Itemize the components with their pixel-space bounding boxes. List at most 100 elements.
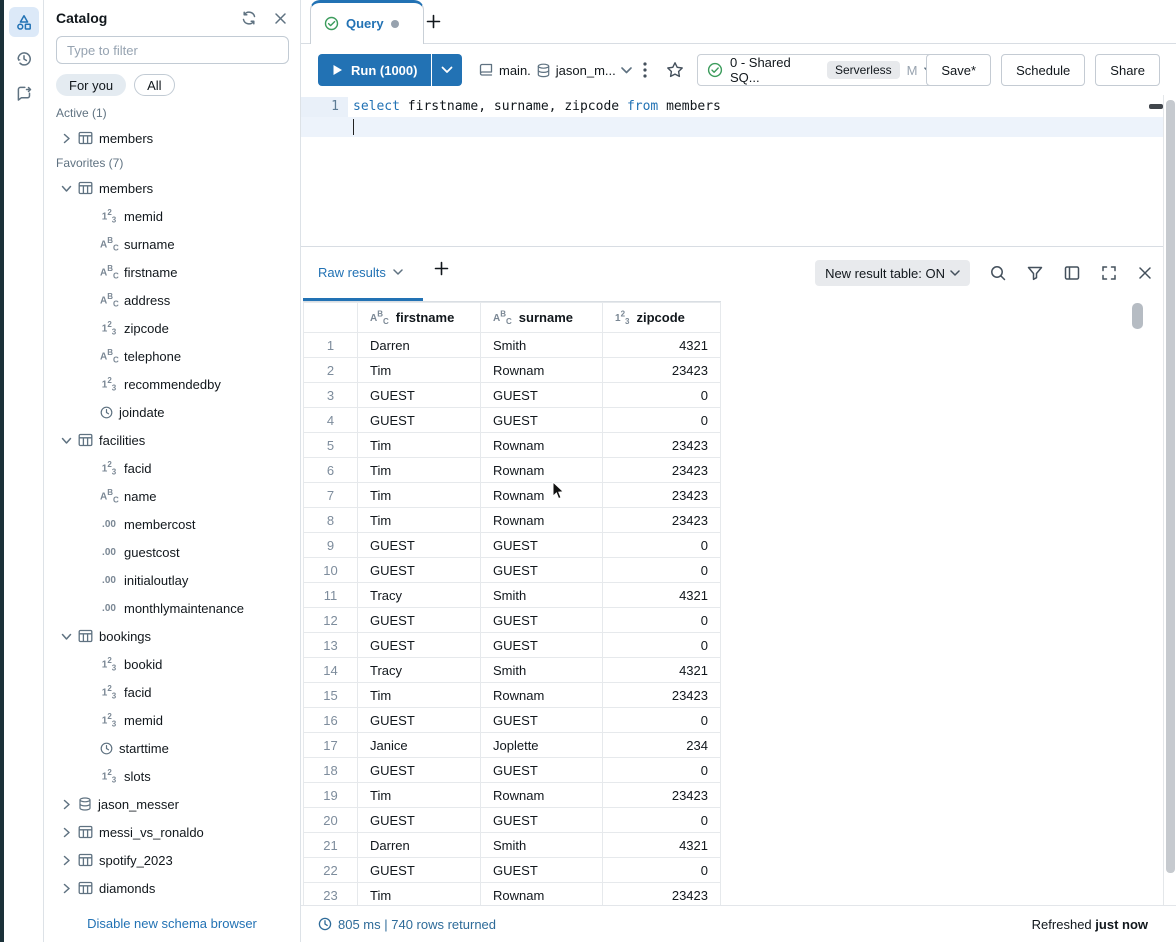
cell-zipcode[interactable]: 23423 bbox=[602, 782, 721, 808]
row-number[interactable]: 13 bbox=[303, 632, 358, 658]
row-number[interactable]: 22 bbox=[303, 857, 358, 883]
add-visualization-icon[interactable] bbox=[433, 260, 450, 277]
cell-firstname[interactable]: Tim bbox=[357, 882, 481, 905]
tree-item-firstname[interactable]: ABC firstname bbox=[44, 258, 300, 286]
new-tab-icon[interactable] bbox=[425, 13, 442, 30]
cell-zipcode[interactable]: 0 bbox=[602, 557, 721, 583]
cell-surname[interactable]: Rownam bbox=[480, 357, 603, 383]
results-tab-raw[interactable]: Raw results bbox=[318, 265, 403, 280]
tab-query[interactable]: Query bbox=[310, 0, 424, 44]
cell-zipcode[interactable]: 0 bbox=[602, 532, 721, 558]
close-panel-icon[interactable] bbox=[273, 11, 288, 26]
cell-firstname[interactable]: Janice bbox=[357, 732, 481, 758]
row-number[interactable]: 8 bbox=[303, 507, 358, 533]
row-number[interactable]: 3 bbox=[303, 382, 358, 408]
tree-item-slots[interactable]: 123 slots bbox=[44, 762, 300, 790]
cell-zipcode[interactable]: 4321 bbox=[602, 657, 721, 683]
chevron-down-icon[interactable] bbox=[58, 436, 74, 445]
table-row[interactable]: 20 GUEST GUEST 0 bbox=[303, 807, 721, 833]
table-row[interactable]: 12 GUEST GUEST 0 bbox=[303, 607, 721, 633]
cell-firstname[interactable]: Tim bbox=[357, 682, 481, 708]
table-row[interactable]: 16 GUEST GUEST 0 bbox=[303, 707, 721, 733]
table-row[interactable]: 2 Tim Rownam 23423 bbox=[303, 357, 721, 383]
row-number[interactable]: 9 bbox=[303, 532, 358, 558]
tree-item-recommendedby[interactable]: 123 recommendedby bbox=[44, 370, 300, 398]
tree-item-starttime[interactable]: starttime bbox=[44, 734, 300, 762]
cell-firstname[interactable]: Darren bbox=[357, 332, 481, 358]
cell-zipcode[interactable]: 23423 bbox=[602, 457, 721, 483]
tree-item-surname[interactable]: ABC surname bbox=[44, 230, 300, 258]
tree-item-facilities[interactable]: facilities bbox=[44, 426, 300, 454]
close-results-icon[interactable] bbox=[1137, 265, 1153, 281]
run-options-chevron[interactable] bbox=[432, 54, 463, 86]
sql-editor[interactable]: 1 2 select firstname, surname, zipcode f… bbox=[301, 95, 1163, 246]
row-number[interactable]: 12 bbox=[303, 607, 358, 633]
cell-zipcode[interactable]: 0 bbox=[602, 857, 721, 883]
cell-firstname[interactable]: GUEST bbox=[357, 557, 481, 583]
cell-surname[interactable]: Rownam bbox=[480, 457, 603, 483]
history-icon[interactable] bbox=[9, 44, 39, 74]
cell-zipcode[interactable]: 23423 bbox=[602, 682, 721, 708]
table-row[interactable]: 15 Tim Rownam 23423 bbox=[303, 682, 721, 708]
row-number[interactable]: 6 bbox=[303, 457, 358, 483]
cell-surname[interactable]: GUEST bbox=[480, 532, 603, 558]
cell-firstname[interactable]: GUEST bbox=[357, 807, 481, 833]
table-row[interactable]: 23 Tim Rownam 23423 bbox=[303, 882, 721, 905]
row-number[interactable]: 19 bbox=[303, 782, 358, 808]
row-number[interactable]: 15 bbox=[303, 682, 358, 708]
table-row[interactable]: 8 Tim Rownam 23423 bbox=[303, 507, 721, 533]
feedback-icon[interactable] bbox=[9, 78, 39, 108]
row-number[interactable]: 4 bbox=[303, 407, 358, 433]
catalog-schema-selector[interactable]: main. jason_m... bbox=[478, 54, 632, 86]
cell-zipcode[interactable]: 4321 bbox=[602, 832, 721, 858]
cell-surname[interactable]: Rownam bbox=[480, 507, 603, 533]
cell-zipcode[interactable]: 23423 bbox=[602, 482, 721, 508]
share-button[interactable]: Share bbox=[1095, 54, 1160, 86]
cell-zipcode[interactable]: 234 bbox=[602, 732, 721, 758]
panel-scrollbar-track[interactable] bbox=[1163, 95, 1176, 905]
chevron-right-icon[interactable] bbox=[58, 827, 74, 838]
table-row[interactable]: 22 GUEST GUEST 0 bbox=[303, 857, 721, 883]
cell-surname[interactable]: Smith bbox=[480, 582, 603, 608]
cell-zipcode[interactable]: 0 bbox=[602, 757, 721, 783]
cell-surname[interactable]: Smith bbox=[480, 832, 603, 858]
table-row[interactable]: 10 GUEST GUEST 0 bbox=[303, 557, 721, 583]
more-actions-kebab-icon[interactable] bbox=[633, 54, 657, 86]
row-number[interactable]: 14 bbox=[303, 657, 358, 683]
cell-zipcode[interactable]: 23423 bbox=[602, 882, 721, 905]
favorite-star-icon[interactable] bbox=[661, 54, 689, 86]
tree-item-memid[interactable]: 123 memid bbox=[44, 202, 300, 230]
row-number[interactable]: 7 bbox=[303, 482, 358, 508]
cell-surname[interactable]: Rownam bbox=[480, 882, 603, 905]
tree-item-memid[interactable]: 123 memid bbox=[44, 706, 300, 734]
table-row[interactable]: 1 Darren Smith 4321 bbox=[303, 332, 721, 358]
cell-surname[interactable]: Joplette bbox=[480, 732, 603, 758]
cell-zipcode[interactable]: 4321 bbox=[602, 582, 721, 608]
cell-zipcode[interactable]: 0 bbox=[602, 407, 721, 433]
cell-surname[interactable]: GUEST bbox=[480, 557, 603, 583]
cell-surname[interactable]: Rownam bbox=[480, 782, 603, 808]
schedule-button[interactable]: Schedule bbox=[1001, 54, 1086, 86]
table-row[interactable]: 14 Tracy Smith 4321 bbox=[303, 657, 721, 683]
cell-surname[interactable]: GUEST bbox=[480, 632, 603, 658]
row-number[interactable]: 17 bbox=[303, 732, 358, 758]
side-panel-icon[interactable] bbox=[1063, 264, 1081, 282]
row-number-header[interactable] bbox=[303, 302, 358, 333]
row-number[interactable]: 5 bbox=[303, 432, 358, 458]
chevron-down-icon[interactable] bbox=[58, 184, 74, 193]
filter-results-icon[interactable] bbox=[1026, 264, 1044, 282]
editor-active-line[interactable] bbox=[301, 117, 1163, 137]
cell-firstname[interactable]: GUEST bbox=[357, 532, 481, 558]
row-number[interactable]: 18 bbox=[303, 757, 358, 783]
table-row[interactable]: 5 Tim Rownam 23423 bbox=[303, 432, 721, 458]
tree-item-messi_vs_ronaldo[interactable]: messi_vs_ronaldo bbox=[44, 818, 300, 846]
table-row[interactable]: 3 GUEST GUEST 0 bbox=[303, 382, 721, 408]
table-row[interactable]: 11 Tracy Smith 4321 bbox=[303, 582, 721, 608]
cell-surname[interactable]: GUEST bbox=[480, 607, 603, 633]
cell-zipcode[interactable]: 4321 bbox=[602, 332, 721, 358]
cell-surname[interactable]: Smith bbox=[480, 332, 603, 358]
column-header-firstname[interactable]: ABC firstname bbox=[357, 302, 481, 333]
new-result-table-toggle[interactable]: New result table: ON bbox=[815, 260, 970, 286]
cell-zipcode[interactable]: 0 bbox=[602, 382, 721, 408]
refresh-icon[interactable] bbox=[241, 10, 257, 26]
